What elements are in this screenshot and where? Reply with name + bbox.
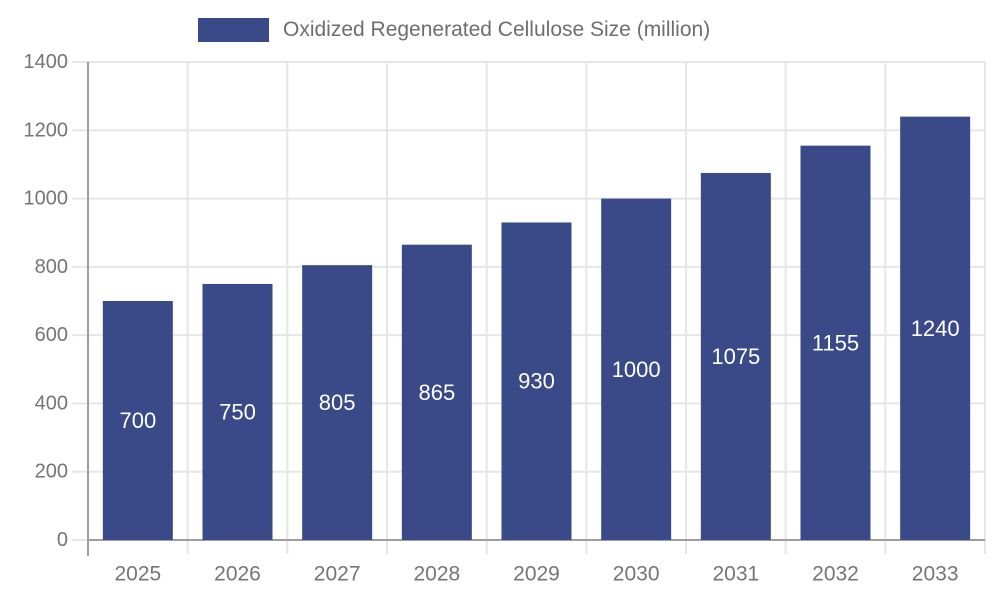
bar-value-label: 865 [418,380,455,405]
bar-value-label: 930 [518,369,555,394]
bar-value-label: 805 [319,390,356,415]
legend-swatch [198,18,269,42]
x-axis-tick-label: 2028 [413,563,460,586]
x-axis-tick-label: 2033 [912,563,959,586]
x-axis-tick-label: 2026 [214,563,261,586]
bar-value-label: 1155 [812,330,859,355]
y-axis-tick-label: 800 [35,256,68,278]
bar-value-label: 1240 [911,316,960,341]
legend-item[interactable]: Oxidized Regenerated Cellulose Size (mil… [198,18,710,42]
x-axis-tick-label: 2032 [812,563,859,586]
x-axis-tick-label: 2031 [712,563,759,586]
y-axis-tick-label: 1000 [24,188,69,210]
x-axis-tick-label: 2030 [613,563,660,586]
y-axis-tick-label: 1400 [24,51,69,73]
bar-2027[interactable] [302,265,373,540]
bar-value-label: 750 [219,399,256,424]
y-axis-tick-label: 1200 [24,119,69,141]
bar-2030[interactable] [601,198,672,541]
bar-2025[interactable] [102,301,173,540]
bar-2032[interactable] [800,145,871,540]
x-axis-tick-label: 2029 [513,563,560,586]
bar-value-label: 700 [119,408,156,433]
y-axis-tick-label: 600 [35,324,68,346]
bar-value-label: 1075 [711,344,760,369]
x-axis-tick-label: 2027 [314,563,361,586]
legend-label: Oxidized Regenerated Cellulose Size (mil… [283,18,711,41]
bar-2029[interactable] [501,222,572,540]
y-axis-tick-label: 400 [35,392,68,414]
x-axis-tick-label: 2025 [114,563,161,586]
y-axis-tick-label: 200 [35,461,68,483]
bar-2026[interactable] [202,283,273,540]
bar-value-label: 1000 [612,357,661,382]
y-axis-tick-label: 0 [57,529,68,551]
bar-2028[interactable] [401,244,472,540]
bar-2031[interactable] [700,172,771,540]
bar-2033[interactable] [900,116,971,540]
